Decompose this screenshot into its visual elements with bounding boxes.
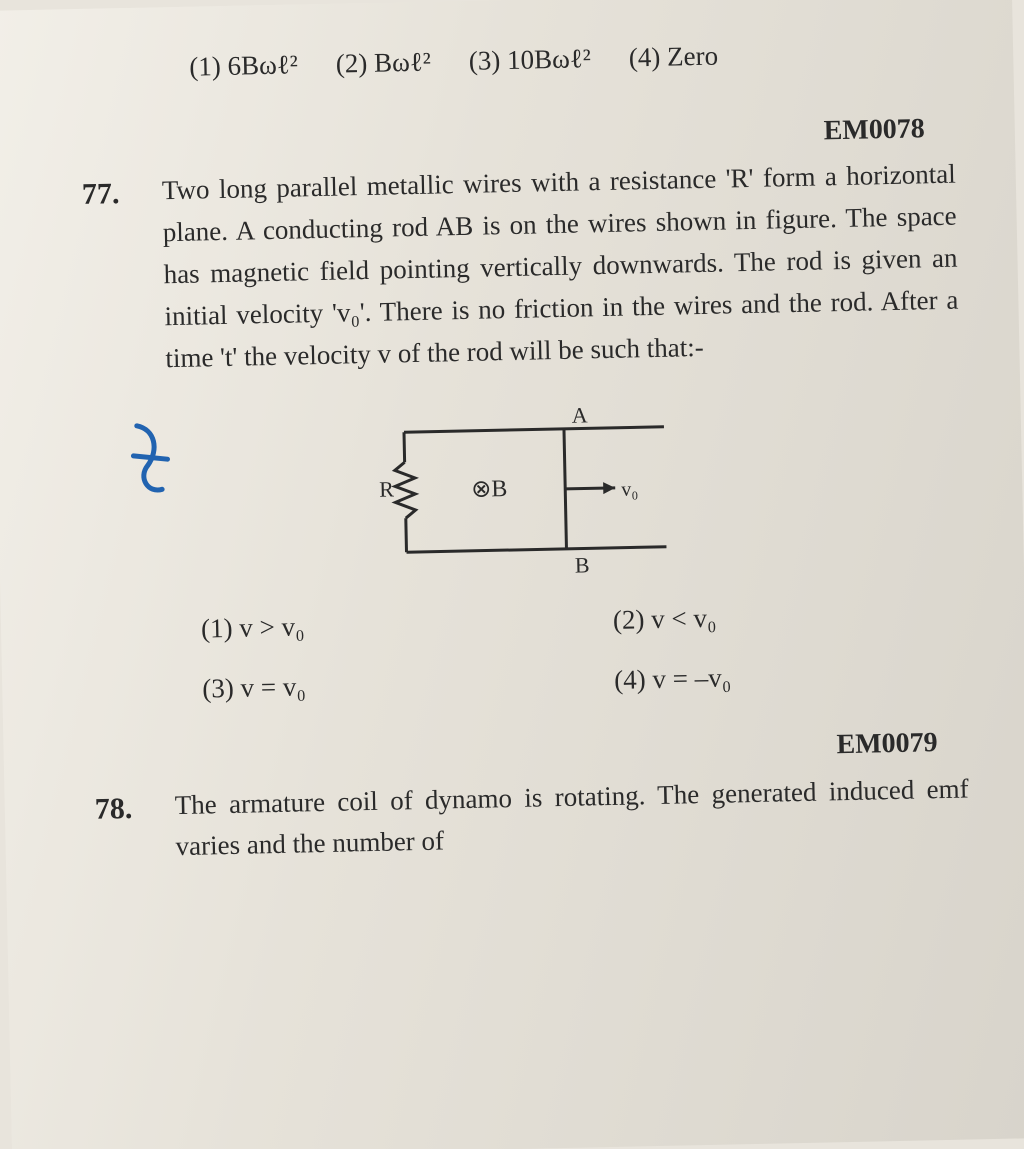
q77-option-1: (1) v > v₀ — [201, 602, 554, 651]
question-77: EM0078 77. Two long parallel metallic wi… — [80, 106, 966, 712]
question-77-text: Two long parallel metallic wires with a … — [161, 154, 959, 380]
pen-annotation-icon — [127, 420, 175, 501]
q77-option-4: (4) v = –v₀ — [614, 653, 967, 702]
diagram-label-b: B — [575, 553, 590, 578]
circuit-diagram: A B R ⊗B v₀ — [373, 387, 677, 583]
q77-option-3: (3) v = v₀ — [202, 661, 555, 710]
question-77-options: (1) v > v₀ (2) v < v₀ (3) v = v₀ (4) v =… — [201, 593, 967, 711]
q77-option-2: (2) v < v₀ — [613, 593, 966, 642]
question-78-number: 78. — [94, 785, 176, 870]
prev-options-row: (1) 6Bωℓ² (2) Bωℓ² (3) 10Bωℓ² (4) Zero — [189, 31, 954, 89]
diagram-label-bfield: ⊗B — [471, 477, 508, 504]
prev-option-4: (4) Zero — [628, 36, 718, 80]
prev-option-1: (1) 6Bωℓ² — [189, 44, 298, 88]
diagram-label-v0: v₀ — [621, 479, 638, 501]
question-77-number: 77. — [81, 170, 165, 381]
prev-option-3: (3) 10Bωℓ² — [468, 38, 591, 82]
prev-option-2: (2) Bωℓ² — [335, 42, 431, 86]
diagram-label-a: A — [571, 403, 588, 428]
diagram-label-r: R — [379, 477, 395, 502]
page: (1) 6Bωℓ² (2) Bωℓ² (3) 10Bωℓ² (4) Zero E… — [0, 0, 1024, 1149]
question-78: EM0079 78. The armature coil of dynamo i… — [93, 721, 970, 870]
question-78-text: The armature coil of dynamo is rotating.… — [174, 768, 970, 868]
